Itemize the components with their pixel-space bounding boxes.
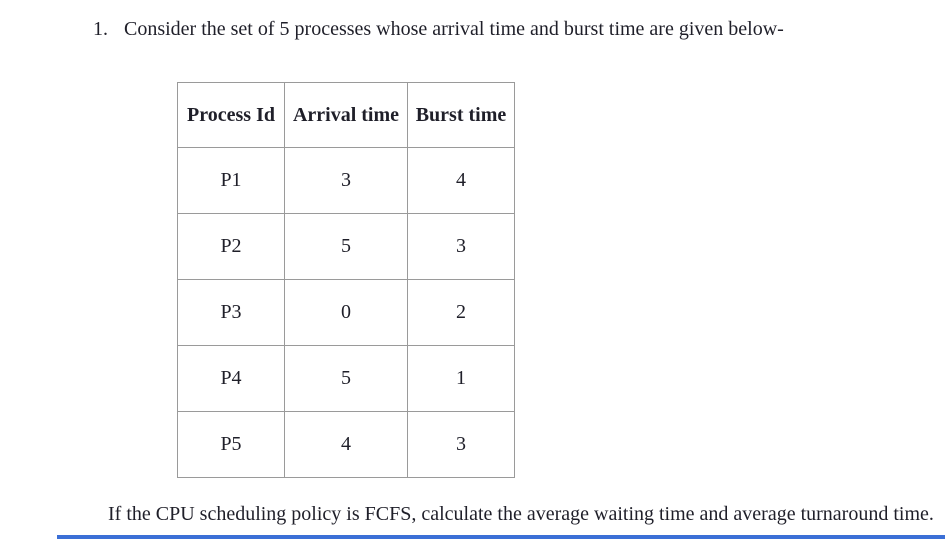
question-text: Consider the set of 5 processes whose ar…	[124, 18, 784, 40]
question-number: 1.	[93, 18, 108, 40]
cell-arrival-time: 5	[284, 345, 408, 412]
header-arrival-time: Arrival time	[284, 82, 408, 148]
cell-burst-time: 4	[407, 147, 515, 214]
cell-burst-time: 3	[407, 213, 515, 280]
cell-process-id: P5	[177, 411, 285, 478]
cell-burst-time: 1	[407, 345, 515, 412]
cell-process-id: P4	[177, 345, 285, 412]
cell-burst-time: 2	[407, 279, 515, 346]
process-table: Process Id Arrival time Burst time P1 3 …	[177, 82, 515, 478]
bottom-accent-bar	[57, 535, 945, 539]
cell-burst-time: 3	[407, 411, 515, 478]
cell-process-id: P2	[177, 213, 285, 280]
header-process-id: Process Id	[177, 82, 285, 148]
table-row: P3 0 2	[177, 279, 515, 346]
table-row: P5 4 3	[177, 411, 515, 478]
cell-arrival-time: 3	[284, 147, 408, 214]
cell-arrival-time: 5	[284, 213, 408, 280]
cell-arrival-time: 4	[284, 411, 408, 478]
table-header-row: Process Id Arrival time Burst time	[177, 82, 515, 148]
footer-question-text: If the CPU scheduling policy is FCFS, ca…	[108, 503, 934, 525]
cell-process-id: P1	[177, 147, 285, 214]
question-line: 1. Consider the set of 5 processes whose …	[93, 18, 784, 41]
cell-arrival-time: 0	[284, 279, 408, 346]
cell-process-id: P3	[177, 279, 285, 346]
table-row: P1 3 4	[177, 147, 515, 214]
header-burst-time: Burst time	[407, 82, 515, 148]
table-row: P4 5 1	[177, 345, 515, 412]
table-row: P2 5 3	[177, 213, 515, 280]
